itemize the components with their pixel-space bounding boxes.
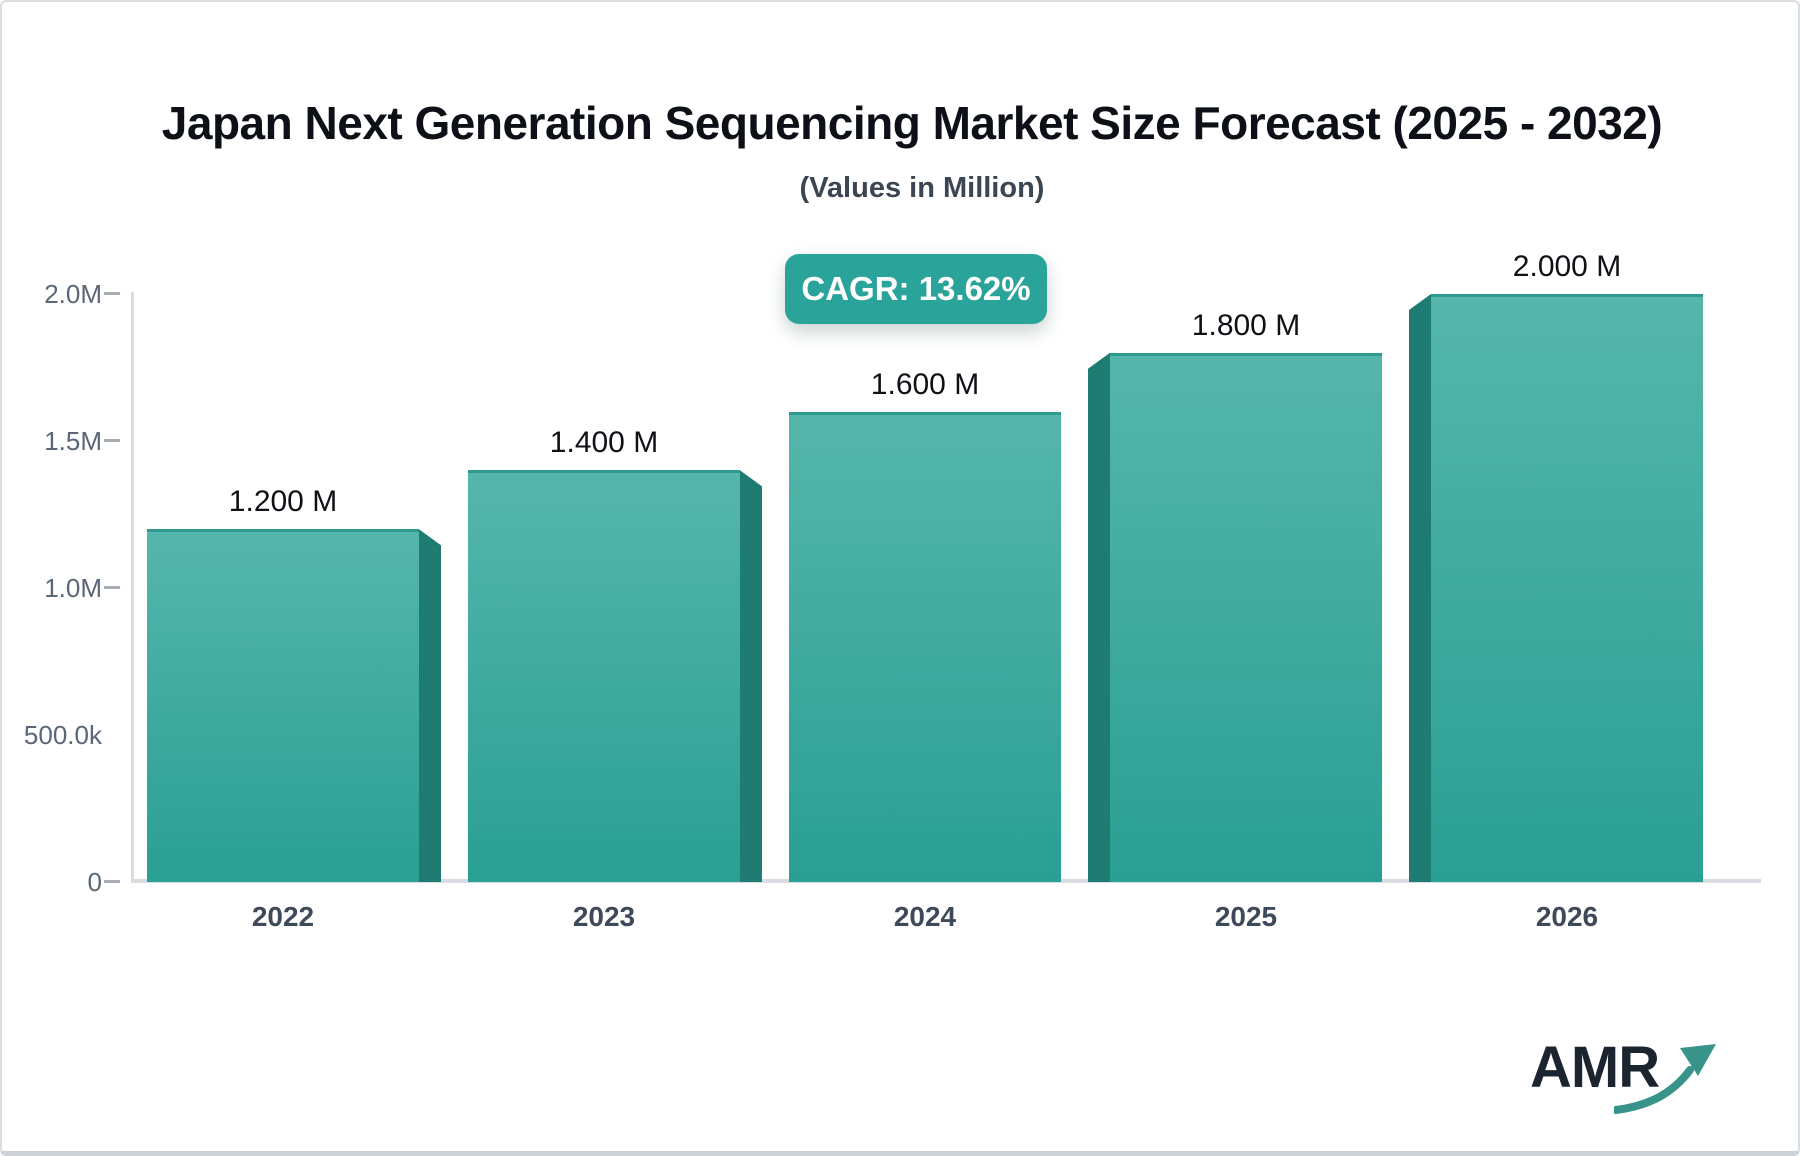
bar-value-label: 1.200 M xyxy=(228,485,338,519)
cagr-badge-label: CAGR: 13.62% xyxy=(801,270,1031,307)
bar-2022[interactable] xyxy=(147,529,419,882)
bar-2025[interactable] xyxy=(1110,352,1382,882)
amr-logo: AMR xyxy=(1530,1032,1730,1122)
bar-2022-3d-side xyxy=(419,529,441,882)
bar-value-label: 1.600 M xyxy=(870,367,980,401)
bar-value-label: 1.400 M xyxy=(549,426,659,460)
bar-2025-3d-side xyxy=(1088,352,1110,882)
bar-2026-3d-side xyxy=(1409,294,1431,882)
y-tick-mark xyxy=(104,880,120,883)
chart-title: Japan Next Generation Sequencing Market … xyxy=(161,97,1663,149)
y-tick-mark xyxy=(104,439,120,442)
bar-2023[interactable] xyxy=(468,470,740,882)
y-tick-label: 1.5M xyxy=(44,426,102,456)
y-axis-line xyxy=(131,292,134,883)
y-tick-label: 1.0M xyxy=(44,573,102,603)
bar-value-label: 1.800 M xyxy=(1191,308,1301,342)
y-tick-mark xyxy=(104,292,120,295)
bar-2023-3d-side xyxy=(740,470,762,882)
x-axis-label-2023: 2023 xyxy=(572,901,636,932)
cagr-badge: CAGR: 13.62% xyxy=(785,254,1047,324)
y-tick-label: 2.0M xyxy=(44,279,102,309)
growth-arrow-icon xyxy=(1614,1044,1716,1114)
y-tick-label: 0 xyxy=(87,867,102,897)
bar-value-label: 2.000 M xyxy=(1512,250,1622,283)
chart-subtitle: (Values in Million) xyxy=(799,172,1045,204)
x-axis-label-2025: 2025 xyxy=(1214,901,1278,932)
y-tick-mark xyxy=(104,586,120,589)
x-axis-label-2024: 2024 xyxy=(893,901,957,932)
bar-2024[interactable] xyxy=(789,411,1061,882)
x-axis-label-2026: 2026 xyxy=(1535,901,1599,932)
bar-2026[interactable] xyxy=(1431,294,1703,882)
x-axis-label-2022: 2022 xyxy=(251,901,315,932)
amr-logo-text: AMR xyxy=(1530,1035,1660,1100)
y-tick-label: 500.0k xyxy=(23,720,102,750)
